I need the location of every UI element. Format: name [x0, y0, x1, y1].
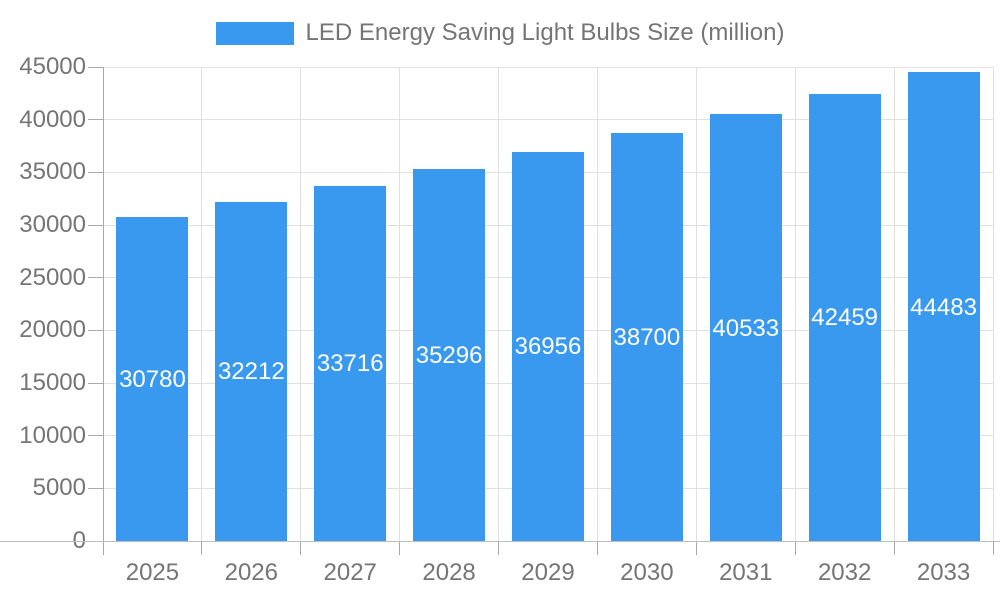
- y-axis-tick: [88, 119, 103, 121]
- bar-value-label: 35296: [415, 342, 483, 370]
- h-gridline: [103, 119, 993, 121]
- v-gridline: [300, 67, 302, 541]
- legend-swatch: [215, 21, 294, 45]
- bar-value-label: 30780: [119, 365, 186, 393]
- x-axis-tick: [300, 541, 302, 555]
- bar-value-label: 38700: [613, 324, 681, 352]
- bar-value-label: 33716: [316, 350, 384, 378]
- v-gridline: [399, 67, 401, 541]
- bar: [413, 169, 486, 541]
- v-gridline: [498, 67, 500, 541]
- bar: [610, 133, 683, 541]
- x-axis-tick: [695, 541, 697, 555]
- y-tick-label: 40000: [19, 105, 86, 133]
- y-axis-tick: [88, 435, 103, 437]
- bar-value-label: 40533: [712, 314, 780, 342]
- x-axis-tick: [893, 541, 895, 555]
- v-gridline: [596, 67, 598, 541]
- y-tick-label: 10000: [19, 421, 86, 449]
- x-tick-label: 2028: [422, 559, 476, 586]
- bar-value-label: 44483: [910, 293, 977, 321]
- y-axis-tick: [88, 329, 103, 331]
- y-axis-line: [102, 67, 104, 555]
- y-axis-tick: [88, 277, 103, 279]
- h-gridline: [103, 66, 993, 68]
- bar: [907, 72, 980, 541]
- v-gridline: [992, 67, 994, 541]
- bar: [512, 151, 584, 541]
- bar: [808, 93, 881, 541]
- x-tick-label: 2026: [224, 559, 278, 586]
- bar-value-label: 42459: [811, 304, 879, 332]
- x-axis-tick: [399, 541, 401, 555]
- x-axis-line: [0, 540, 1000, 542]
- y-axis-tick: [88, 171, 103, 173]
- y-axis-tick: [88, 487, 103, 489]
- x-tick-label: 2033: [916, 559, 971, 586]
- y-tick-label: 35000: [19, 158, 86, 186]
- y-tick-label: 30000: [19, 211, 86, 238]
- bar-value-label: 32212: [217, 358, 285, 386]
- y-tick-label: 45000: [19, 53, 86, 80]
- bar: [215, 201, 288, 541]
- bar-value-label: 36956: [514, 333, 582, 361]
- v-gridline: [695, 67, 697, 541]
- v-gridline: [794, 67, 796, 541]
- bar: [709, 114, 782, 541]
- x-axis-tick: [201, 541, 203, 555]
- x-tick-label: 2030: [620, 559, 674, 586]
- legend[interactable]: LED Energy Saving Light Bulbs Size (mill…: [0, 14, 1000, 52]
- x-tick-label: 2031: [719, 559, 773, 586]
- y-axis-tick: [88, 382, 103, 384]
- y-axis-tick: [88, 224, 103, 226]
- bar: [116, 216, 189, 541]
- v-gridline: [893, 67, 895, 541]
- x-tick-label: 2029: [521, 559, 575, 586]
- v-gridline: [201, 67, 203, 541]
- x-axis-tick: [794, 541, 796, 555]
- legend-label: LED Energy Saving Light Bulbs Size (mill…: [305, 19, 785, 46]
- x-axis-tick: [596, 541, 598, 555]
- y-tick-label: 20000: [19, 316, 86, 344]
- y-tick-label: 15000: [19, 369, 86, 396]
- y-axis-tick: [88, 66, 103, 68]
- x-axis-tick: [498, 541, 500, 555]
- y-tick-label: 5000: [32, 474, 86, 502]
- x-tick-label: 2032: [817, 559, 872, 586]
- x-axis-tick: [992, 541, 994, 555]
- bar: [314, 185, 387, 541]
- y-tick-label: 25000: [19, 263, 86, 291]
- x-tick-label: 2027: [323, 559, 377, 586]
- x-tick-label: 2025: [125, 559, 180, 586]
